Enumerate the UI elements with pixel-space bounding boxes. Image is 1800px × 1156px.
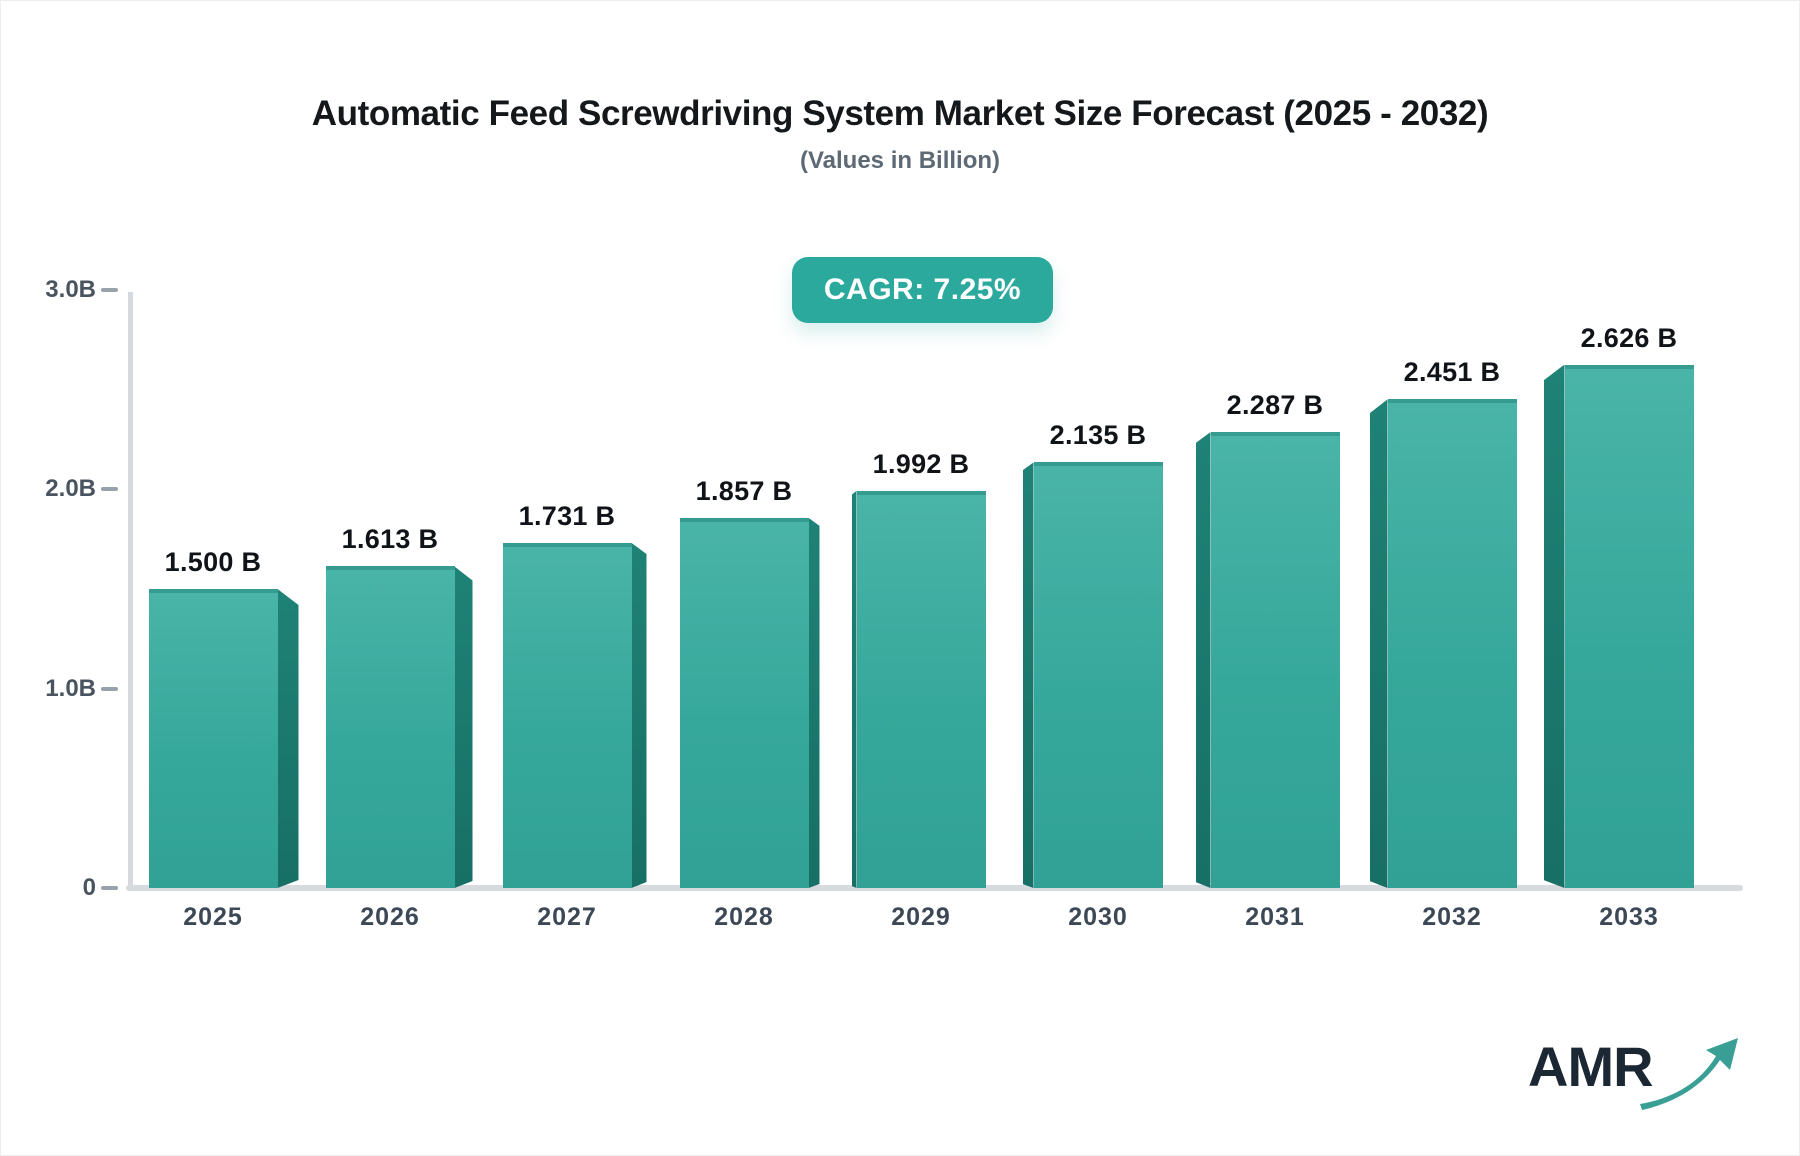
x-axis-label: 2032 (1422, 903, 1482, 931)
chart-subtitle: (Values in Billion) (799, 147, 1001, 174)
y-tick-label: 0 (82, 874, 96, 901)
bar-2028 (679, 517, 809, 888)
bar-side-face (632, 543, 647, 888)
bar-side-face (809, 518, 820, 888)
y-axis-line (128, 292, 133, 888)
x-axis-label: 2028 (714, 903, 774, 931)
bar-2029 (856, 490, 986, 888)
amr-logo: AMR (1528, 1026, 1738, 1116)
bar-value-label: 1.992 B (872, 448, 970, 479)
x-axis-label: 2025 (183, 903, 243, 931)
x-axis-label: 2030 (1068, 903, 1128, 931)
x-axis-baseline (126, 885, 1743, 891)
amr-logo-text: AMR (1528, 1035, 1654, 1098)
bar-value-label: 2.135 B (1049, 420, 1147, 451)
bar-value-label: 1.731 B (518, 500, 616, 531)
bar-value-label: 1.857 B (695, 475, 793, 506)
growth-arrow-icon (1640, 1038, 1738, 1110)
y-tick-dash (101, 487, 118, 492)
bar-value-label: 1.500 B (164, 547, 262, 577)
y-tick-dash (101, 886, 118, 890)
x-axis-label: 2026 (360, 903, 420, 931)
x-axis-label: 2033 (1599, 903, 1659, 931)
bar-2025 (148, 589, 278, 888)
bar-value-label: 2.451 B (1403, 357, 1501, 388)
y-tick-dash (101, 288, 118, 292)
y-tick-label: 1.0B (45, 674, 96, 702)
bar-side-face (1023, 462, 1034, 888)
bar-2032 (1387, 399, 1517, 888)
bar-2033 (1564, 364, 1694, 888)
bar-side-face (455, 566, 473, 888)
bar-2030 (1033, 462, 1163, 888)
bar-2027 (502, 542, 632, 888)
y-tick-label: 2.0B (45, 475, 96, 503)
x-axis-label: 2031 (1245, 903, 1305, 931)
y-tick-label: 3.0B (45, 276, 96, 303)
bar-side-face (1544, 365, 1565, 888)
y-tick-dash (101, 686, 118, 691)
cagr-badge: CAGR: 7.25% (792, 257, 1053, 323)
x-axis-label: 2029 (891, 903, 951, 931)
bar-side-face (1370, 399, 1388, 888)
bar-value-label: 2.626 B (1580, 322, 1678, 353)
bar-value-label: 2.287 B (1226, 390, 1324, 421)
bar-side-face (278, 589, 299, 888)
bar-side-face (1196, 432, 1211, 888)
bar-2026 (325, 566, 455, 888)
bar-value-label: 1.613 B (341, 524, 439, 555)
chart-title: Automatic Feed Screwdriving System Marke… (311, 94, 1489, 133)
bar-2031 (1210, 432, 1340, 888)
bar-side-face (852, 491, 857, 888)
x-axis-label: 2027 (537, 903, 597, 931)
